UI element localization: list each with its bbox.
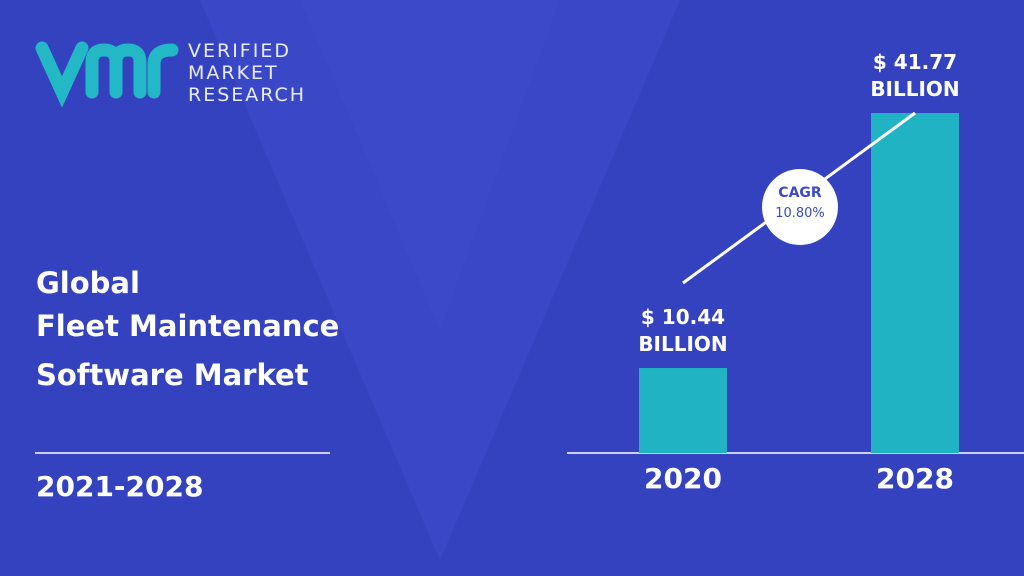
bar	[639, 368, 727, 453]
bar	[871, 113, 959, 453]
brand-line: MARKET	[188, 62, 279, 84]
title-line: Software Market	[36, 358, 309, 392]
logo	[35, 41, 179, 108]
cagr-badge	[762, 169, 838, 245]
value-label: $ 41.77 BILLION	[870, 50, 960, 101]
value-label: $ 10.44 BILLION	[638, 305, 728, 357]
title-line: Global	[36, 266, 140, 300]
brand-line: VERIFIED	[188, 40, 291, 62]
cagr-value: 10.80%	[775, 206, 825, 221]
period: 2021-2028	[36, 470, 204, 503]
title-line: Fleet Maintenance	[36, 309, 340, 343]
background-shape	[200, 0, 680, 560]
category-label: 2020	[644, 462, 722, 495]
category-label: 2028	[876, 462, 954, 495]
cagr-label: CAGR	[778, 185, 822, 201]
brand-line: RESEARCH	[188, 84, 307, 106]
